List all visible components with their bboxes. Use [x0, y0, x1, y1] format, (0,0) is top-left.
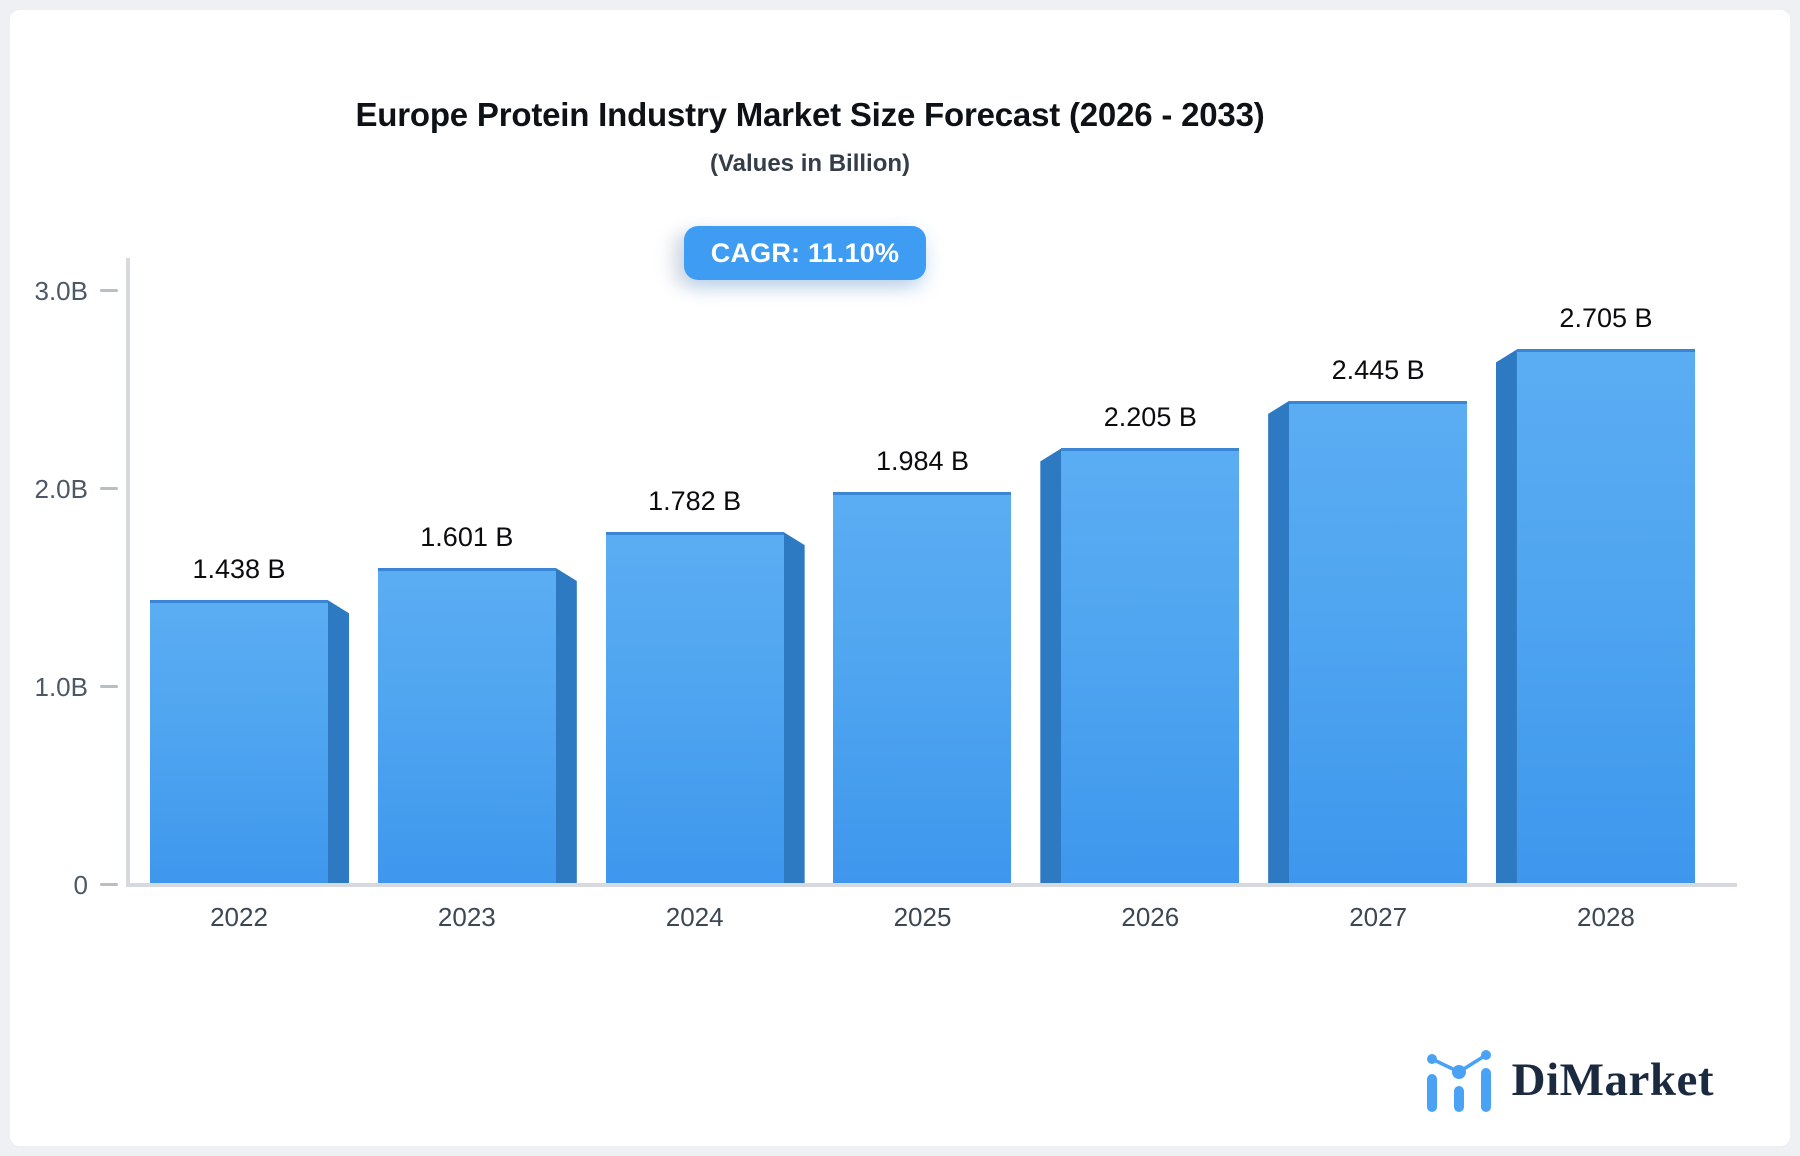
bar-2027[interactable] — [1289, 400, 1468, 885]
y-axis-tick-label: 0 — [73, 870, 88, 900]
x-axis-label-2022: 2022 — [210, 902, 268, 932]
x-axis-label-2026: 2026 — [1121, 902, 1180, 932]
bar-value-label-2022: 1.438 B — [192, 554, 286, 585]
bar-2023-side-face — [555, 568, 577, 885]
y-axis-tick-label: 3.0B — [34, 276, 89, 306]
y-axis-tick-mark — [100, 487, 118, 490]
bar-value-label-2026: 2.205 B — [1103, 402, 1197, 433]
bar-2022-side-face — [328, 600, 349, 885]
bar-value-label-2028: 2.705 B — [1559, 303, 1653, 334]
x-axis-label-2025: 2025 — [893, 902, 952, 932]
bar-value-label-2027: 2.445 B — [1331, 354, 1425, 385]
bar-2024-side-face — [783, 532, 805, 885]
dimarket-logo-text: DiMarket — [1511, 1054, 1714, 1106]
chart-header: Europe Protein Industry Market Size Fore… — [0, 96, 1620, 178]
bar-2026-side-face — [1040, 448, 1062, 885]
bar-2028[interactable] — [1516, 349, 1695, 885]
x-axis-label-2028: 2028 — [1577, 902, 1635, 932]
bar-value-label-2025: 1.984 B — [875, 446, 970, 477]
bar-2027-side-face — [1268, 400, 1290, 885]
dimarket-logo: DiMarket — [1425, 1048, 1714, 1112]
bar-value-label-2024: 1.782 B — [648, 486, 742, 517]
x-axis-label-2024: 2024 — [665, 902, 724, 932]
y-axis-tick-mark — [100, 289, 118, 292]
bar-2023[interactable] — [377, 568, 556, 885]
bar-2024[interactable] — [605, 532, 784, 885]
bar-2025[interactable] — [833, 492, 1012, 885]
x-axis-line — [126, 883, 1737, 887]
y-axis-tick-label: 2.0B — [34, 474, 89, 504]
x-axis-label-2023: 2023 — [437, 902, 496, 932]
chart-title: Europe Protein Industry Market Size Fore… — [355, 96, 1265, 133]
x-axis-label-2027: 2027 — [1349, 902, 1408, 932]
y-axis-tick-label: 1.0B — [34, 672, 89, 702]
chart-subtitle: (Values in Billion) — [709, 150, 911, 177]
bar-value-label-2023: 1.601 B — [420, 522, 514, 552]
bar-2022[interactable] — [150, 600, 328, 885]
bar-2026[interactable] — [1061, 448, 1240, 885]
y-axis-tick-mark — [100, 883, 118, 886]
cagr-badge-label: CAGR: 11.10% — [710, 237, 900, 268]
y-axis-line — [126, 258, 130, 887]
y-axis-tick-mark — [100, 685, 118, 688]
dimarket-logo-icon — [1426, 1050, 1491, 1112]
bar-2028-side-face — [1495, 349, 1517, 885]
cagr-badge: CAGR: 11.10% — [684, 226, 926, 280]
